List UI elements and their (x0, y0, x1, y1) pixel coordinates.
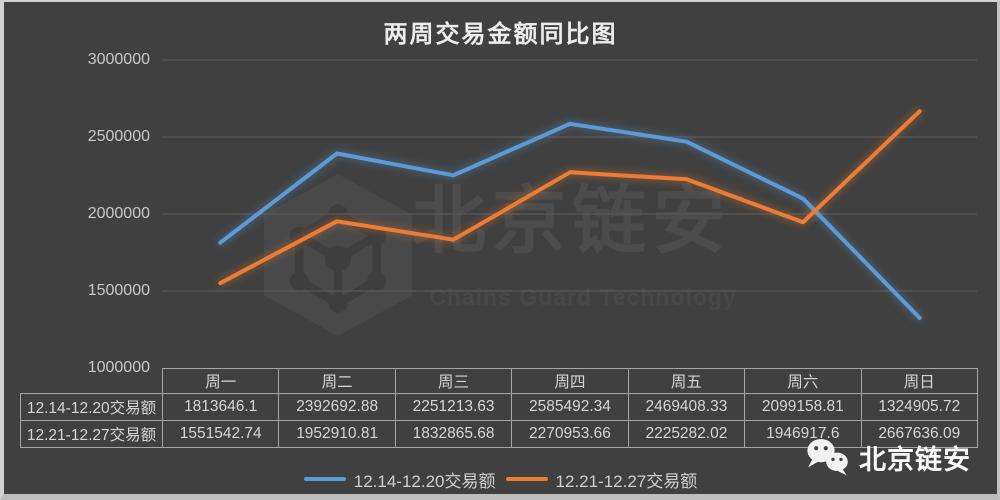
table-blank-cell (21, 369, 163, 394)
badge-label: 北京链安 (859, 444, 971, 475)
table-value-cell: 2099158.81 (744, 393, 862, 421)
table-header-cell: 周日 (860, 368, 979, 394)
table-row-label: 12.14-12.20交易额 (20, 393, 163, 421)
table-row: 12.21-12.27交易额 1551542.74 1952910.81 183286… (20, 420, 979, 448)
series-line-1 (218, 121, 922, 320)
table-value-cell: 1832865.68 (394, 420, 513, 448)
y-axis: 3000000 2500000 2000000 1500000 1000000 (58, 2, 150, 494)
legend-label: 12.14-12.20交易额 (353, 471, 496, 491)
table-value-cell: 1551542.74 (161, 420, 280, 448)
table-value-cell: 2392692.88 (278, 393, 396, 421)
table-value-cell: 2667636.09 (860, 420, 979, 448)
table-header-row: 周一 周二 周三 周四 周五 周六 周日 (21, 368, 979, 394)
line-chart-plot (162, 59, 977, 320)
legend-label: 12.21-12.27交易额 (555, 471, 698, 491)
table-value-cell: 2251213.63 (394, 393, 513, 421)
chart-title: 两周交易金额同比图 (383, 22, 618, 48)
table-header-cell: 周二 (278, 368, 396, 394)
table-header-cell: 周五 (627, 368, 746, 394)
table-value-cell: 2225282.02 (627, 420, 746, 448)
table-header-cell: 周六 (744, 368, 862, 394)
table-value-cell: 1946917.6 (744, 420, 862, 448)
table-header-cell: 周三 (394, 368, 513, 394)
legend-item: 12.21-12.27交易额 (505, 467, 698, 492)
y-tick-label: 2500000 (87, 128, 150, 145)
table-value-cell: 1324905.72 (860, 393, 979, 421)
y-tick-label: 1500000 (87, 282, 150, 299)
table-value-cell: 1952910.81 (278, 420, 396, 448)
y-tick-label: 2000000 (87, 205, 150, 222)
table-row: 12.14-12.20交易额 1813646.1 2392692.88 2251213… (20, 393, 979, 421)
table-value-cell: 1813646.1 (161, 393, 280, 421)
data-table: 周一 周二 周三 周四 周五 周六 周日 12.14-12.20交易额 1813646.1 239… (20, 368, 979, 448)
table-value-cell: 2270953.66 (511, 420, 629, 448)
table-value-cell: 2585492.34 (511, 393, 629, 421)
wechat-badge: 北京链安 (805, 436, 971, 478)
legend-item: 12.14-12.20交易额 (303, 467, 496, 492)
table-header-cell: 周四 (511, 368, 629, 394)
y-tick-label: 1000000 (87, 359, 150, 376)
table-value-cell: 2469408.33 (627, 393, 746, 421)
wechat-icon (807, 439, 848, 476)
legend-line-swatch (505, 477, 548, 481)
legend: 12.14-12.20交易额 12.21-12.27交易额 (4, 466, 997, 492)
table-header-cell: 周一 (161, 368, 280, 394)
series-line-2 (218, 109, 922, 286)
y-tick-label: 3000000 (87, 51, 150, 68)
legend-line-swatch (303, 477, 346, 481)
table-row-label: 12.21-12.27交易额 (20, 420, 163, 448)
